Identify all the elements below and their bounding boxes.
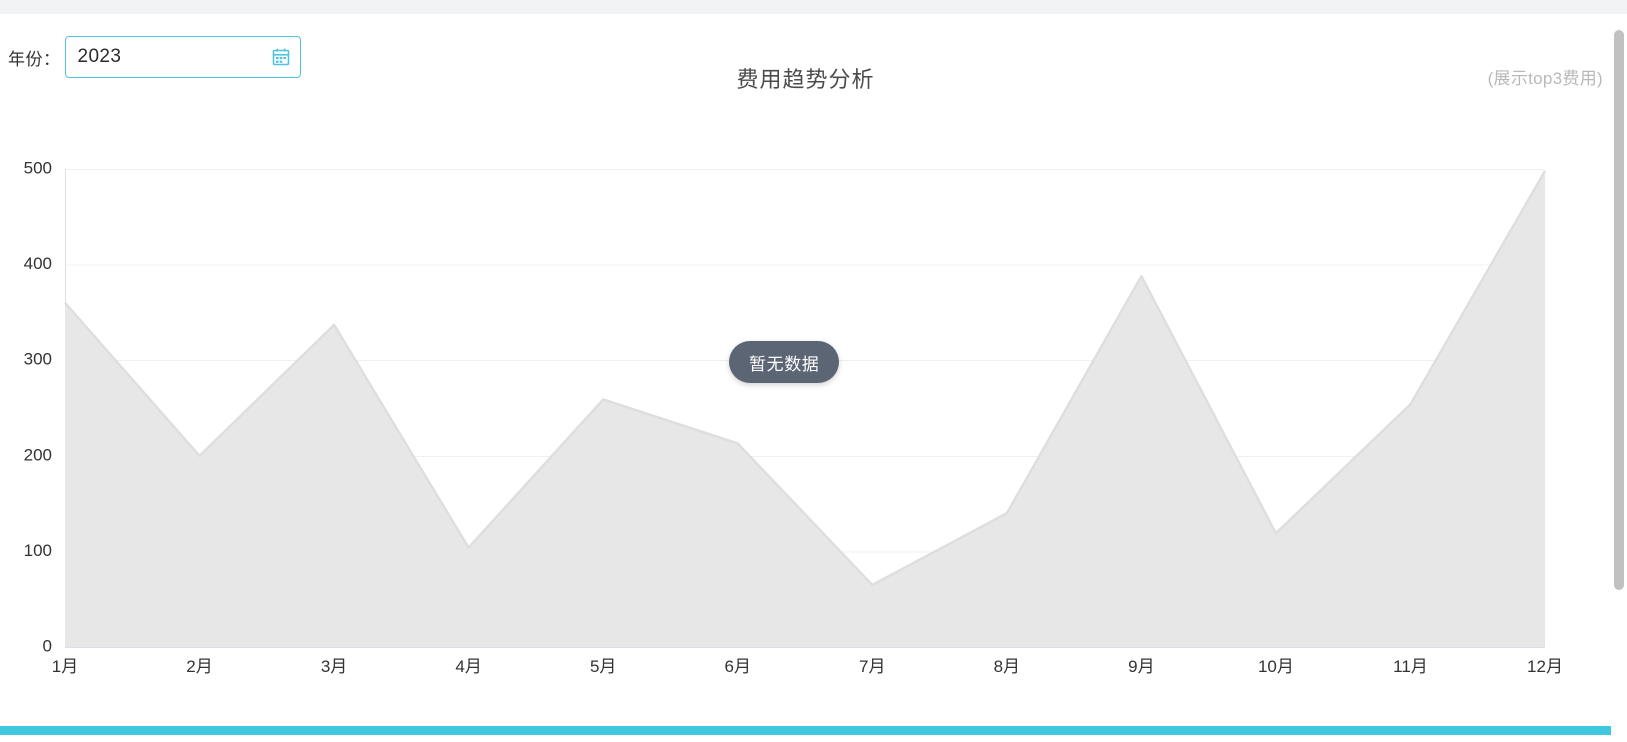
vertical-scrollbar-track[interactable] [1611,14,1627,742]
tooltip-text: 暂无数据 [749,354,820,374]
x-axis-tick-label: 10月 [1258,657,1294,676]
year-picker[interactable]: 2023 [64,36,301,78]
chart-canvas[interactable]: 0 100 200 300 400 500 1月 2月 3月 4月 5月 6月 7月 8月 9月 10月 11… [0,102,1611,726]
year-input-value[interactable]: 2023 [77,46,122,67]
chart-header: 年份： 2023 费用 [0,14,1611,102]
expense-trend-chart[interactable]: 0 100 200 300 400 500 1月 2月 3月 4月 5月 6月 7月 8月 9月 10月 11… [0,102,1611,726]
y-axis-tick-label: 100 [24,541,52,560]
y-axis-tick-label: 500 [24,158,52,177]
year-field-label: 年份： [8,49,61,69]
chart-x-axis: 1月 2月 3月 4月 5月 6月 7月 8月 9月 10月 11月 12月 [52,657,1563,676]
x-axis-tick-label: 5月 [590,657,616,676]
bottom-edge [0,735,1611,742]
top-strip [0,0,1627,14]
x-axis-tick-label: 3月 [321,657,347,676]
x-axis-tick-label: 1月 [52,657,78,676]
chart-tooltip: 暂无数据 [729,341,840,383]
y-axis-tick-label: 400 [24,254,52,273]
y-axis-tick-label: 200 [24,445,52,464]
x-axis-tick-label: 6月 [724,657,750,676]
chart-series-area [64,170,1547,647]
calendar-icon[interactable] [271,47,291,67]
chart-note: (展示top3费用) [1487,69,1603,88]
x-axis-tick-label: 4月 [455,657,481,676]
x-axis-tick-label: 12月 [1527,657,1563,676]
x-axis-tick-label: 7月 [859,657,885,676]
vertical-scrollbar-thumb[interactable] [1614,30,1624,590]
y-axis-tick-label: 300 [24,350,52,369]
y-axis-tick-label: 0 [43,636,52,655]
x-axis-tick-label: 9月 [1128,657,1154,676]
chart-y-axis: 0 100 200 300 400 500 [24,158,52,655]
x-axis-tick-label: 2月 [186,657,212,676]
bottom-accent-bar [0,726,1611,735]
x-axis-tick-label: 11月 [1393,657,1428,676]
area-fill [65,170,1545,647]
series-line [64,170,1547,587]
year-filter-group: 年份： 2023 [8,36,301,78]
x-axis-tick-label: 8月 [994,657,1020,676]
